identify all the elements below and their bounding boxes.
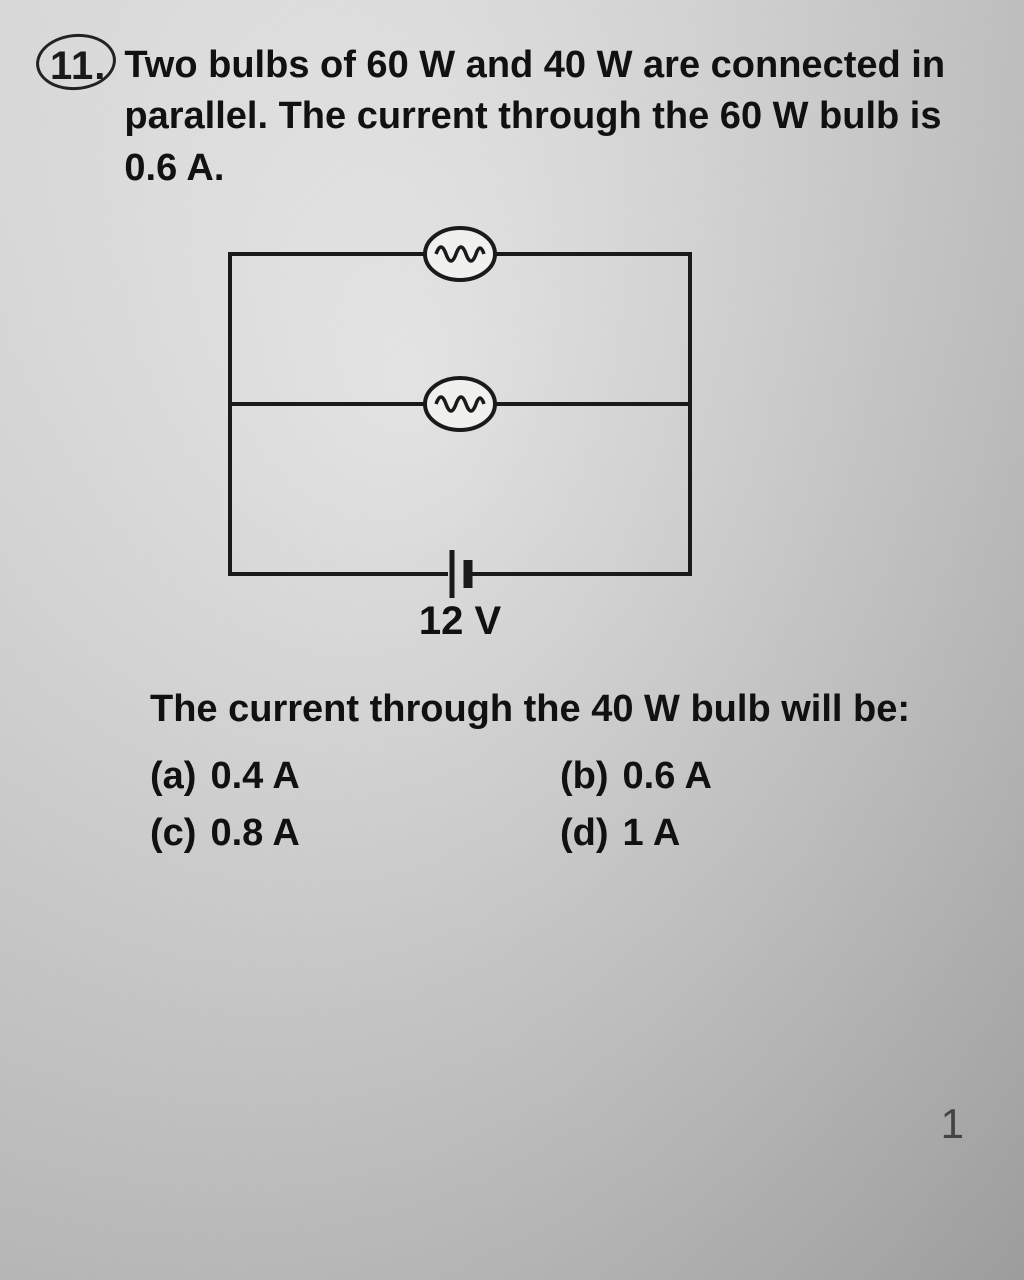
- option-d[interactable]: (d) 1 A: [560, 812, 930, 855]
- option-d-value: 1 A: [623, 812, 681, 854]
- option-b-label: (b): [560, 755, 609, 797]
- option-a-label: (a): [150, 755, 196, 797]
- bulb-middle-icon: [425, 378, 495, 430]
- margin-mark: 1: [941, 1100, 964, 1148]
- option-d-label: (d): [560, 812, 609, 854]
- battery-label: 12 V: [419, 599, 502, 643]
- options-grid: (a) 0.4 A (b) 0.6 A (c) 0.8 A (d) 1 A: [150, 755, 930, 855]
- battery-icon: [452, 550, 468, 598]
- question-number-badge: 11.: [50, 44, 106, 89]
- option-c-label: (c): [150, 812, 196, 854]
- option-b-value: 0.6 A: [623, 755, 712, 797]
- option-a[interactable]: (a) 0.4 A: [150, 755, 520, 798]
- question-subtext: The current through the 40 W bulb will b…: [150, 684, 974, 735]
- bulb-top-icon: [425, 228, 495, 280]
- option-b[interactable]: (b) 0.6 A: [560, 755, 930, 798]
- option-a-value: 0.4 A: [210, 755, 299, 797]
- circuit-diagram: 12 V: [200, 224, 720, 654]
- option-c[interactable]: (c) 0.8 A: [150, 812, 520, 855]
- circuit-svg: 12 V: [200, 224, 720, 654]
- option-c-value: 0.8 A: [210, 812, 299, 854]
- question-text: Two bulbs of 60 W and 40 W are connected…: [124, 40, 974, 194]
